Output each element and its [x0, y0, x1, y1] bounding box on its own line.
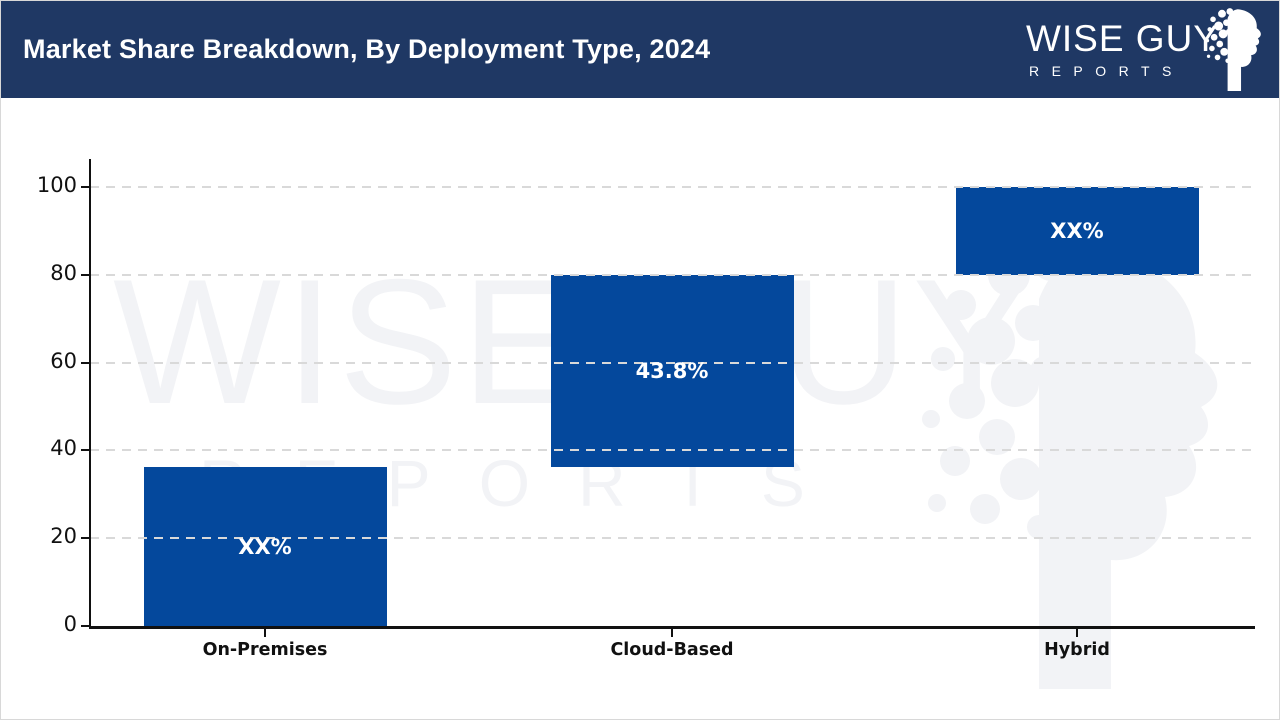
wise-guy-logo: WISE GUY REPORTS — [1026, 7, 1267, 91]
y-tick-label: 20 — [50, 524, 77, 549]
gridline — [90, 186, 1254, 188]
logo-wordmark: WISE GUY — [1025, 18, 1219, 59]
y-tick-label: 100 — [36, 173, 77, 197]
header-bar: Market Share Breakdown, By Deployment Ty… — [1, 1, 1279, 98]
y-axis-tick — [81, 186, 90, 188]
y-axis-tick — [81, 273, 90, 276]
wise-guy-face-icon — [1205, 7, 1261, 91]
gridline — [90, 449, 1254, 452]
y-tick-label: 40 — [50, 436, 77, 461]
bar-value-label: XX% — [1050, 218, 1104, 243]
page-title: Market Share Breakdown, By Deployment Ty… — [23, 34, 711, 64]
gridline — [90, 273, 1254, 276]
y-tick-label: 0 — [63, 612, 77, 636]
waterfall-bar — [550, 274, 794, 468]
y-tick-label: 80 — [50, 260, 77, 285]
waterfall-bar — [143, 467, 387, 626]
logo-tagline: REPORTS — [1028, 63, 1184, 79]
y-axis-line — [89, 159, 91, 628]
y-axis-tick — [81, 361, 90, 364]
gridline — [90, 361, 1254, 364]
x-axis-tick — [264, 629, 266, 637]
x-tick-label: Hybrid — [1044, 640, 1110, 660]
y-tick-label: 60 — [50, 348, 77, 373]
gridline — [90, 537, 1254, 540]
y-axis-tick — [81, 537, 90, 540]
x-axis-line — [89, 626, 1255, 629]
x-axis-tick — [671, 629, 673, 637]
x-tick-label: Cloud-Based — [610, 640, 734, 660]
x-axis-tick — [1076, 629, 1078, 637]
y-axis-tick — [81, 449, 90, 452]
x-tick-label: On-Premises — [202, 640, 328, 660]
y-axis-tick — [81, 625, 90, 627]
bar-value-label: 43.8% — [635, 358, 709, 383]
bar-value-label: XX% — [238, 534, 292, 559]
logo-text-block: WISE GUY REPORTS — [1026, 20, 1219, 79]
